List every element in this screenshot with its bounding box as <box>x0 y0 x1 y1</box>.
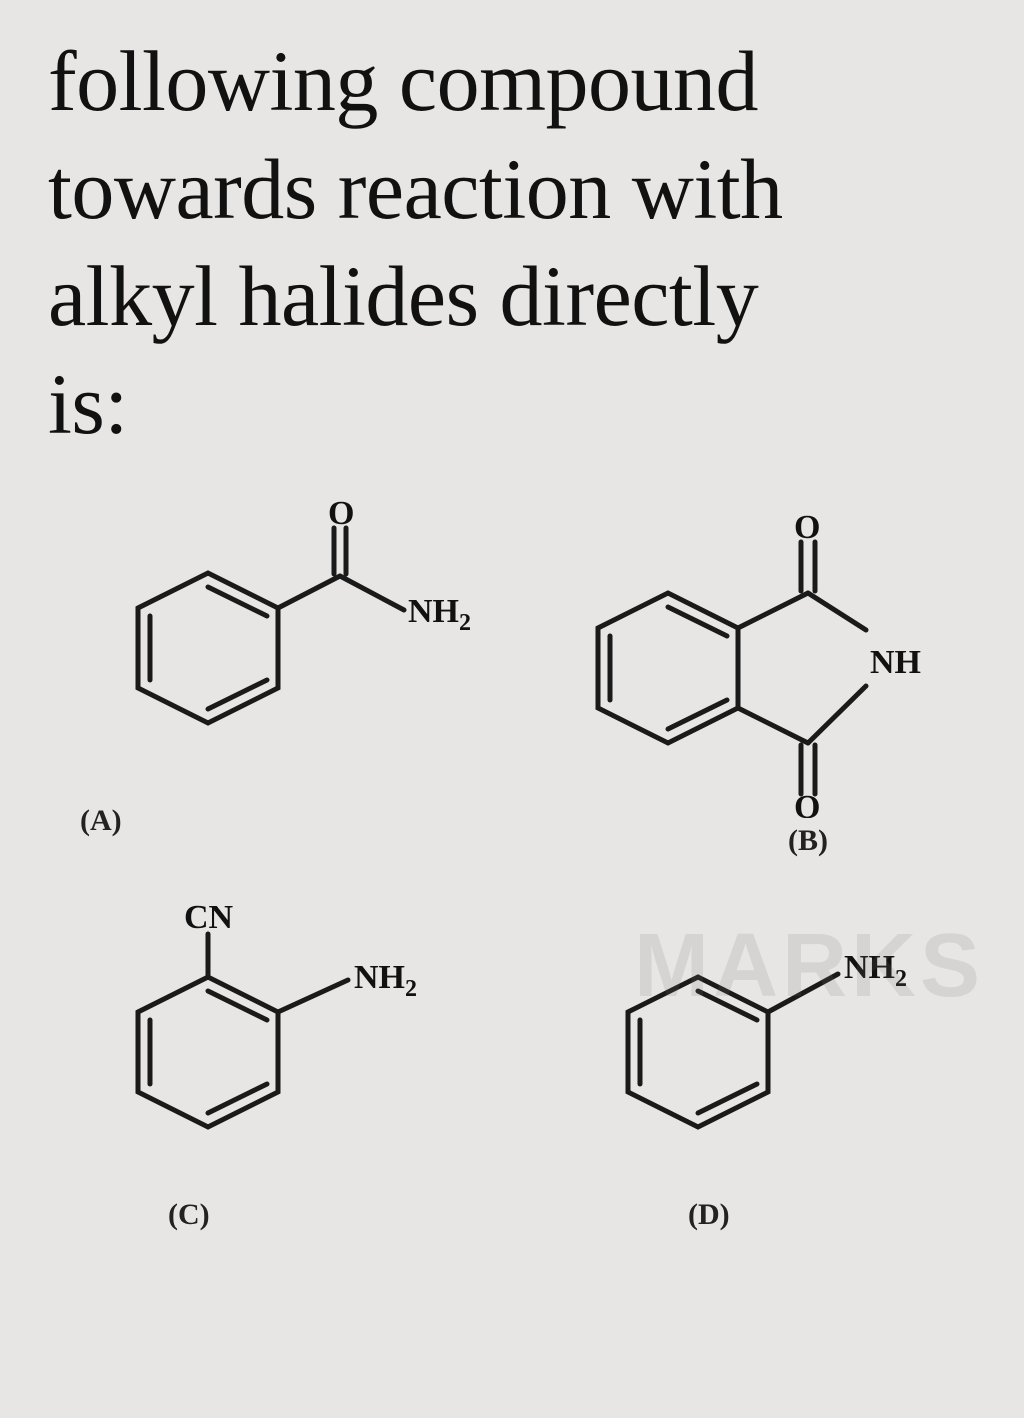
svg-text:NH2: NH2 <box>844 949 907 992</box>
svg-text:NH2: NH2 <box>354 959 417 1002</box>
oxygen-top: O <box>794 509 820 546</box>
structure-aniline: NH2 <box>538 892 958 1192</box>
cn-label: CN <box>184 899 234 936</box>
question-text: following compound towards reaction with… <box>48 28 988 458</box>
structure-benzamide: O NH2 <box>58 498 478 798</box>
oxygen-label: O <box>328 498 354 532</box>
svg-text:NH2: NH2 <box>408 593 471 636</box>
nh-label: NH <box>354 959 405 996</box>
option-A[interactable]: O NH2 (A) <box>58 498 498 858</box>
nh-label: NH <box>870 644 921 681</box>
option-B[interactable]: O O NH (B) <box>538 498 978 858</box>
nh-label: NH <box>844 949 895 986</box>
nh-sub: 2 <box>459 610 471 636</box>
option-C-label: (C) <box>168 1198 210 1232</box>
option-A-label: (A) <box>80 804 122 838</box>
option-D-label: (D) <box>688 1198 730 1232</box>
nh-sub: 2 <box>895 966 907 992</box>
question-line-3: alkyl halides directly <box>48 248 758 344</box>
structure-aminobenzonitrile: CN NH2 <box>58 892 478 1192</box>
question-line-2: towards reaction with <box>48 141 783 237</box>
option-B-label: (B) <box>788 824 828 858</box>
question-line-1: following compound <box>48 33 758 129</box>
oxygen-bottom: O <box>794 789 820 818</box>
nh-sub: 2 <box>405 976 417 1002</box>
option-D[interactable]: NH2 (D) <box>538 892 978 1232</box>
nh-label: NH <box>408 593 459 630</box>
structure-phthalimide: O O NH <box>538 498 968 818</box>
page: following compound towards reaction with… <box>0 0 1024 1418</box>
option-C[interactable]: CN NH2 (C) <box>58 892 498 1232</box>
options-grid: O NH2 (A) <box>48 498 988 1232</box>
question-line-4: is: <box>48 356 128 452</box>
